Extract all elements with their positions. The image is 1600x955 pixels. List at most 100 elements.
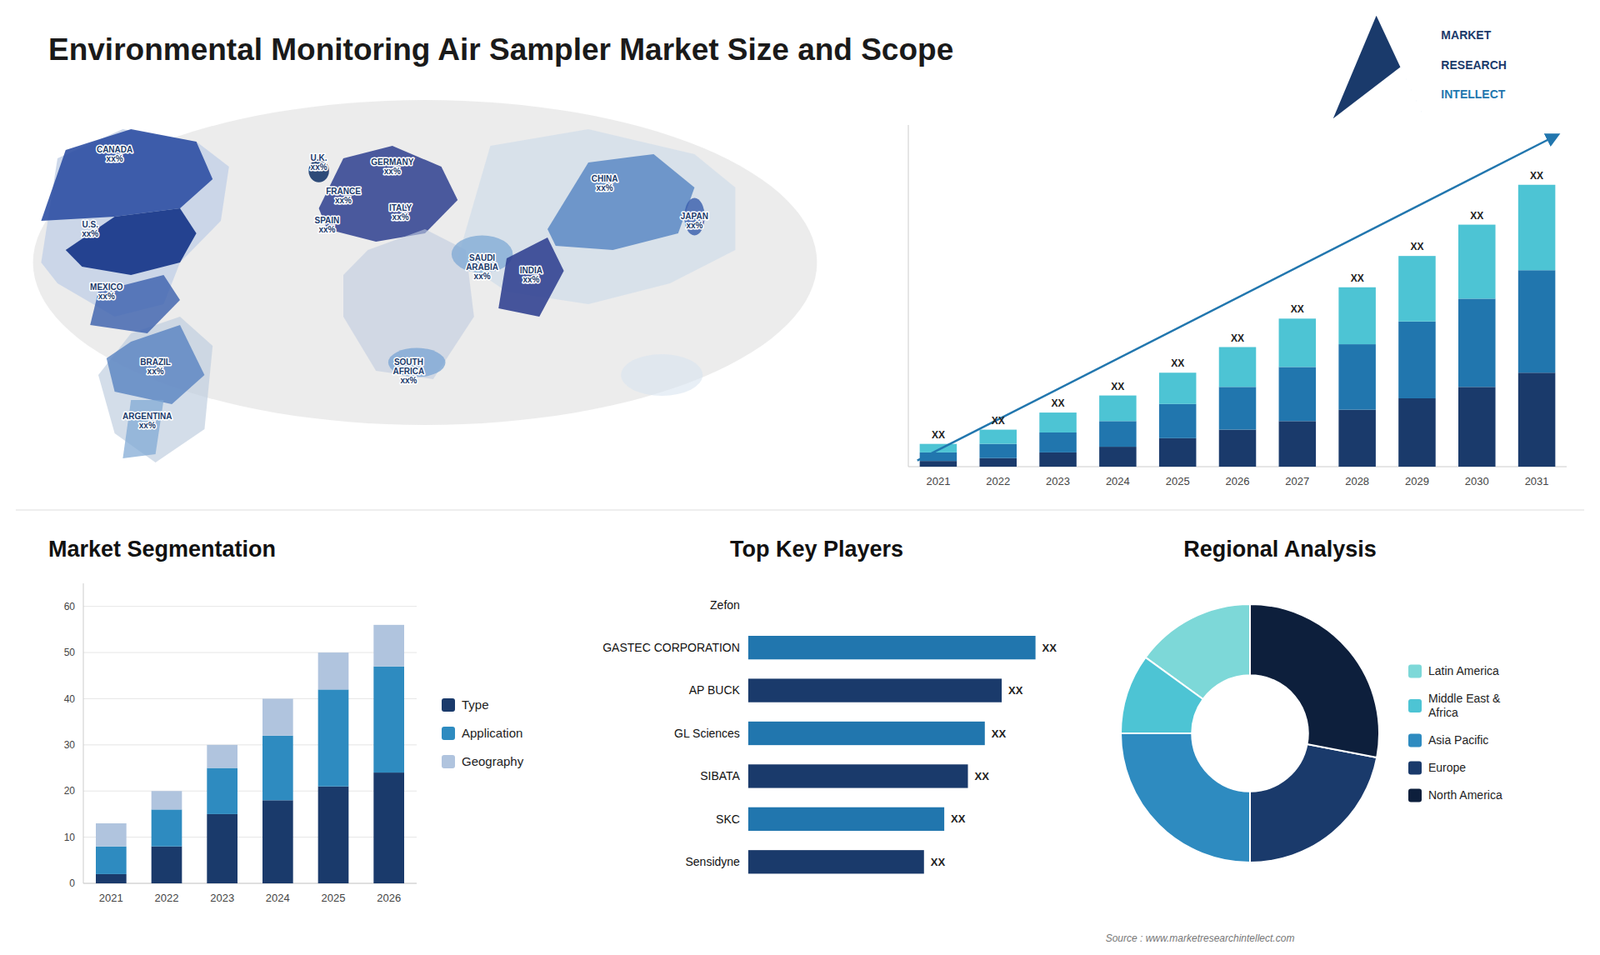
y-tick-label: 50 [64, 646, 76, 659]
data-label-line: XX [1530, 170, 1544, 182]
legend-swatch [441, 698, 455, 712]
legend-label: Application [461, 725, 523, 740]
logo-text-line: MARKET [1440, 28, 1491, 42]
bar [151, 790, 183, 810]
map-label-line: xx% [384, 166, 401, 176]
bar [373, 666, 405, 773]
bar [206, 768, 238, 815]
grid-line [83, 744, 417, 745]
hbar-chart: ZefonGASTEC CORPORATIONXXAP BUCKXXGL Sci… [602, 536, 1057, 874]
map-label-line: JAPAN [680, 211, 709, 221]
y-tick-label: 40 [64, 693, 76, 705]
y-tick-label-line: 0 [69, 877, 75, 890]
trend-arrow [917, 135, 1558, 461]
x-tick-label-line: 2021 [925, 475, 950, 488]
map-label-line: ITALY [389, 203, 413, 213]
legend-label: Latin America [1428, 664, 1500, 678]
x-tick-label-line: 2022 [985, 475, 1010, 488]
legend-label-line: Geography [461, 754, 525, 769]
map-label-line: ARGENTINA [122, 411, 172, 421]
grid-line [83, 605, 417, 607]
map-label-line: xx% [139, 420, 156, 430]
map-shape [498, 237, 564, 317]
map-shape [547, 154, 695, 250]
legend-swatch [1408, 699, 1422, 713]
chart-title: Top Key Players [730, 536, 904, 562]
map-shape [308, 159, 330, 183]
bar [1039, 412, 1077, 433]
map: CANADAxx%U.S.xx%MEXICOxx%BRAZILxx%ARGENT… [33, 100, 818, 463]
divider [15, 510, 1585, 511]
map-label: BRAZILxx% [140, 357, 171, 376]
y-tick-label: SKC [715, 812, 740, 826]
y-tick-label: GL Sciences [674, 726, 740, 740]
data-label: XX [1470, 210, 1484, 222]
legend-label: Type [461, 697, 490, 712]
legend-label-line: Europe [1428, 760, 1466, 775]
map-label: SPAINxx% [314, 215, 340, 235]
data-label-line: XX [1110, 380, 1125, 393]
bar [373, 772, 405, 884]
y-tick-label-line: AP BUCK [689, 683, 741, 697]
data-label: XX [991, 415, 1005, 427]
bar [262, 800, 294, 884]
legend-label: Europe [1428, 760, 1466, 775]
map-label-line: xx% [474, 271, 491, 281]
bar [1279, 366, 1317, 421]
x-tick-label-line: 2022 [155, 891, 180, 905]
bar [1458, 298, 1496, 387]
bar [318, 786, 350, 884]
map-label-line: xx% [81, 229, 99, 239]
wedge [1250, 744, 1377, 863]
x-tick-label-line: 2027 [1285, 475, 1310, 488]
bar [1039, 452, 1077, 467]
bar [1518, 372, 1556, 467]
bar [979, 458, 1017, 467]
map-label-line: xx% [400, 375, 417, 385]
wedge [1120, 657, 1204, 734]
map-label: CANADAxx% [96, 145, 133, 164]
map-shape [98, 316, 213, 463]
bar [318, 652, 350, 690]
y-tick-label: SIBATA [700, 769, 740, 783]
bar [748, 764, 969, 788]
x-tick-label: 2024 [265, 891, 290, 905]
map-label: SOUTHAFRICAxx% [393, 357, 425, 385]
map-label: ARGENTINAxx% [122, 411, 172, 430]
legend-swatch [1408, 789, 1422, 803]
map-label: JAPANxx% [680, 211, 709, 230]
x-tick-label: 2029 [1405, 475, 1430, 488]
bar [920, 460, 958, 467]
data-label: XX [1290, 303, 1305, 315]
bar-chart: 0102030405060202120222023202420252026Typ… [48, 536, 525, 905]
legend: Latin AmericaMiddle East &AfricaAsia Pac… [1408, 664, 1503, 802]
x-tick-label-line: 2028 [1345, 475, 1370, 488]
source-text-line: Source : www.marketresearchintellect.com [1105, 932, 1295, 945]
bar [1398, 321, 1436, 399]
bar [206, 814, 238, 884]
map-label-line: xx% [310, 162, 328, 172]
data-label: XX [1170, 357, 1185, 370]
y-tick-label-line: 20 [64, 785, 76, 797]
y-tick-label-line: 10 [64, 831, 76, 844]
y-tick-label: 60 [64, 600, 76, 613]
bar [1518, 185, 1556, 271]
map-label-line: xx% [335, 195, 352, 205]
bar [1338, 344, 1376, 410]
map-shape [122, 400, 164, 459]
x-tick-label-line: 2025 [1165, 475, 1190, 488]
data-label-line: XX [1008, 684, 1024, 697]
data-label-line: XX [991, 727, 1007, 740]
y-tick-label: GASTEC CORPORATION [602, 640, 740, 655]
y-tick-label-line: GL Sciences [674, 726, 740, 740]
map-label-line: xx% [596, 183, 614, 193]
map-label-line: U.S. [81, 220, 99, 230]
map-label-line: BRAZIL [140, 357, 171, 367]
wedge [1250, 604, 1380, 758]
map-label: U.S.xx% [81, 220, 99, 239]
data-label-line: XX [1042, 641, 1058, 655]
legend-label-line: Latin America [1428, 664, 1500, 678]
map-label-line: CHINA [591, 174, 619, 184]
bar [920, 444, 958, 453]
map-label-line: xx% [318, 225, 335, 235]
